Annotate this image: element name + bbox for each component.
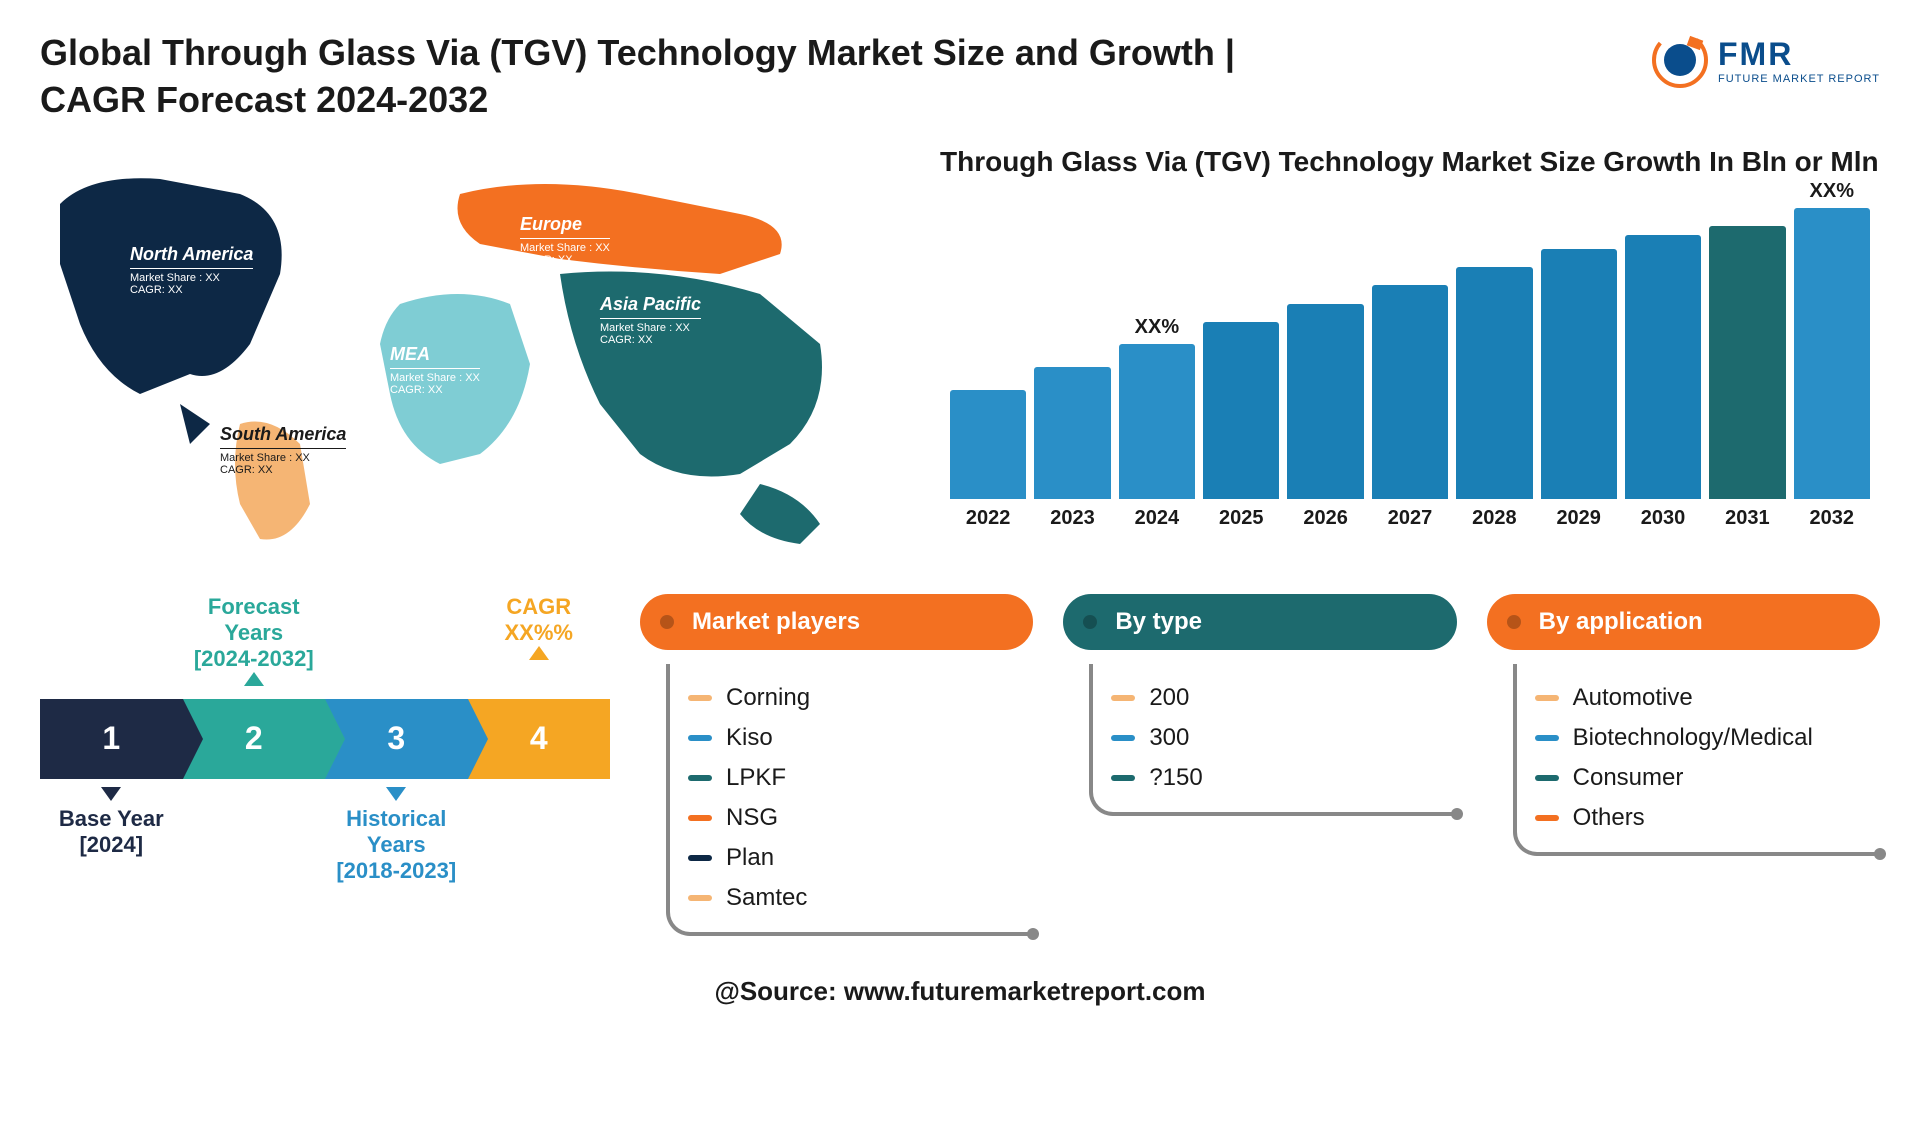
bullet-icon [1111, 695, 1135, 701]
list-item: Samtec [688, 878, 1033, 918]
list-item: LPKF [688, 758, 1033, 798]
pill-list: AutomotiveBiotechnology/MedicalConsumerO… [1513, 664, 1880, 856]
timeline-label: Historical Years[2018-2023] [325, 806, 468, 884]
bar-2031: 2031 [1709, 226, 1785, 530]
list-item: Biotechnology/Medical [1535, 718, 1880, 758]
bullet-icon [1535, 815, 1559, 821]
fmr-logo: FMR FUTURE MARKET REPORT [1650, 30, 1880, 90]
page-title: Global Through Glass Via (TGV) Technolog… [40, 30, 1340, 124]
bullet-icon [688, 855, 712, 861]
bar-2026: 2026 [1287, 304, 1363, 530]
timeline-label: Base Year[2024] [40, 806, 183, 858]
bar-2027: 2027 [1372, 285, 1448, 530]
timeline-segment-3: 3 [325, 699, 468, 779]
chart-title: Through Glass Via (TGV) Technology Marke… [940, 144, 1880, 180]
bullet-icon [1111, 735, 1135, 741]
bullet-icon [688, 735, 712, 741]
region-label-north-america: North AmericaMarket Share : XXCAGR: XX [130, 244, 253, 296]
pill-list: CorningKisoLPKFNSGPlanSamtec [666, 664, 1033, 936]
triangle-down-icon [244, 672, 264, 686]
pill-header: Market players [640, 594, 1033, 650]
bar-2022: 2022 [950, 390, 1026, 530]
logo-icon [1650, 30, 1710, 90]
timeline-segment-1: 1 [40, 699, 183, 779]
bar-2025: 2025 [1203, 322, 1279, 530]
list-item: Automotive [1535, 678, 1880, 718]
timeline-chart: Forecast Years[2024-2032] CAGRXX%% 1234 B… [40, 594, 610, 884]
logo-main-text: FMR [1718, 36, 1880, 73]
bar-2032: XX%2032 [1794, 208, 1870, 530]
pill-header: By type [1063, 594, 1456, 650]
triangle-down-icon [529, 646, 549, 660]
list-item: 200 [1111, 678, 1456, 718]
region-label-asia-pacific: Asia PacificMarket Share : XXCAGR: XX [600, 294, 701, 346]
bullet-icon [688, 815, 712, 821]
pill-header: By application [1487, 594, 1880, 650]
pill-list: 200300?150 [1089, 664, 1456, 816]
list-item: Kiso [688, 718, 1033, 758]
bullet-icon [1535, 695, 1559, 701]
bar-2029: 2029 [1541, 249, 1617, 530]
bullet-icon [1111, 775, 1135, 781]
source-text: @Source: www.futuremarketreport.com [40, 976, 1880, 1007]
timeline-segment-4: 4 [468, 699, 611, 779]
pill-column-2: By application AutomotiveBiotechnology/Me… [1487, 594, 1880, 936]
bullet-icon [1535, 775, 1559, 781]
list-item: Corning [688, 678, 1033, 718]
pill-column-0: Market players CorningKisoLPKFNSGPlanSamt… [640, 594, 1033, 936]
bar-2028: 2028 [1456, 267, 1532, 530]
bar-2024: XX%2024 [1119, 344, 1195, 530]
list-item: NSG [688, 798, 1033, 838]
triangle-up-icon [386, 787, 406, 801]
region-label-europe: EuropeMarket Share : XXCAGR: XX [520, 214, 610, 266]
logo-sub-text: FUTURE MARKET REPORT [1718, 73, 1880, 85]
list-item: Others [1535, 798, 1880, 838]
list-item: Consumer [1535, 758, 1880, 798]
list-item: Plan [688, 838, 1033, 878]
bullet-icon [1535, 735, 1559, 741]
list-item: 300 [1111, 718, 1456, 758]
timeline-label: Forecast Years[2024-2032] [183, 594, 326, 672]
bullet-icon [688, 775, 712, 781]
timeline-label: CAGRXX%% [468, 594, 611, 646]
region-label-south-america: South AmericaMarket Share : XXCAGR: XX [220, 424, 346, 476]
triangle-up-icon [101, 787, 121, 801]
timeline-segment-2: 2 [183, 699, 326, 779]
pill-column-1: By type 200300?150 [1063, 594, 1456, 936]
list-item: ?150 [1111, 758, 1456, 798]
world-map: North AmericaMarket Share : XXCAGR: XX So… [40, 144, 900, 564]
bullet-icon [688, 695, 712, 701]
growth-bar-chart: Through Glass Via (TGV) Technology Marke… [940, 144, 1880, 564]
region-label-mea: MEAMarket Share : XXCAGR: XX [390, 344, 480, 396]
bullet-icon [688, 895, 712, 901]
bar-2023: 2023 [1034, 367, 1110, 530]
bar-2030: 2030 [1625, 235, 1701, 530]
